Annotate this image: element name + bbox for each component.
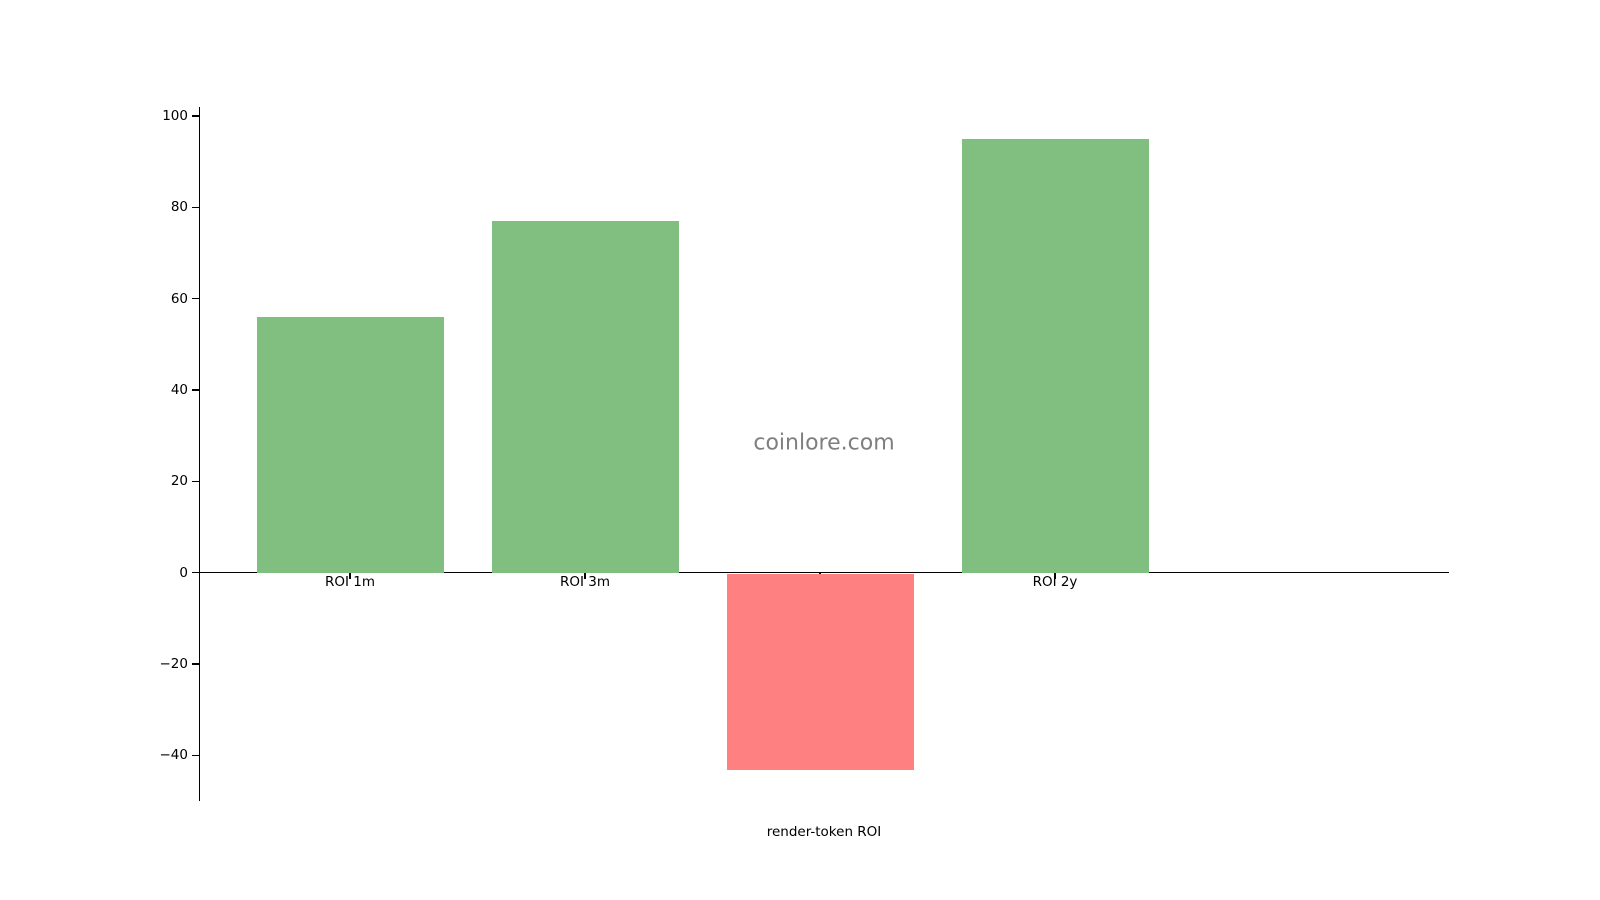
x-tick-mark (584, 572, 586, 579)
y-tick-mark (192, 754, 199, 756)
y-tick-label: 100 (162, 108, 188, 125)
y-axis-line (198, 107, 200, 801)
bar (726, 574, 914, 771)
y-tick-mark (192, 206, 199, 209)
y-tick-label: −40 (159, 747, 189, 764)
y-tick-label: −20 (159, 656, 189, 673)
y-tick-label: 0 (179, 564, 188, 581)
y-tick-mark (192, 389, 199, 391)
x-tick-label: ROI 1m (324, 573, 376, 590)
y-tick-mark (192, 663, 199, 665)
y-tick-mark (192, 572, 199, 574)
y-tick-label: 60 (170, 290, 188, 307)
x-tick-label: ROI 3m (559, 573, 611, 590)
watermark: coinlore.com (753, 430, 895, 456)
x-tick-mark (349, 572, 351, 579)
x-axis-label: render-token ROI (766, 824, 882, 840)
y-tick-label: 80 (170, 199, 188, 216)
x-tick-label: ROI 2y (1032, 573, 1078, 590)
y-tick-mark (192, 298, 199, 300)
y-tick-mark (192, 115, 199, 117)
y-tick-mark (192, 480, 199, 483)
bar (961, 138, 1149, 573)
x-axis-line (200, 572, 1449, 574)
bar (491, 221, 679, 573)
bar (256, 317, 444, 573)
x-tick-mark (1054, 572, 1056, 579)
y-tick-label: 40 (170, 382, 188, 399)
y-tick-label: 20 (170, 473, 188, 490)
